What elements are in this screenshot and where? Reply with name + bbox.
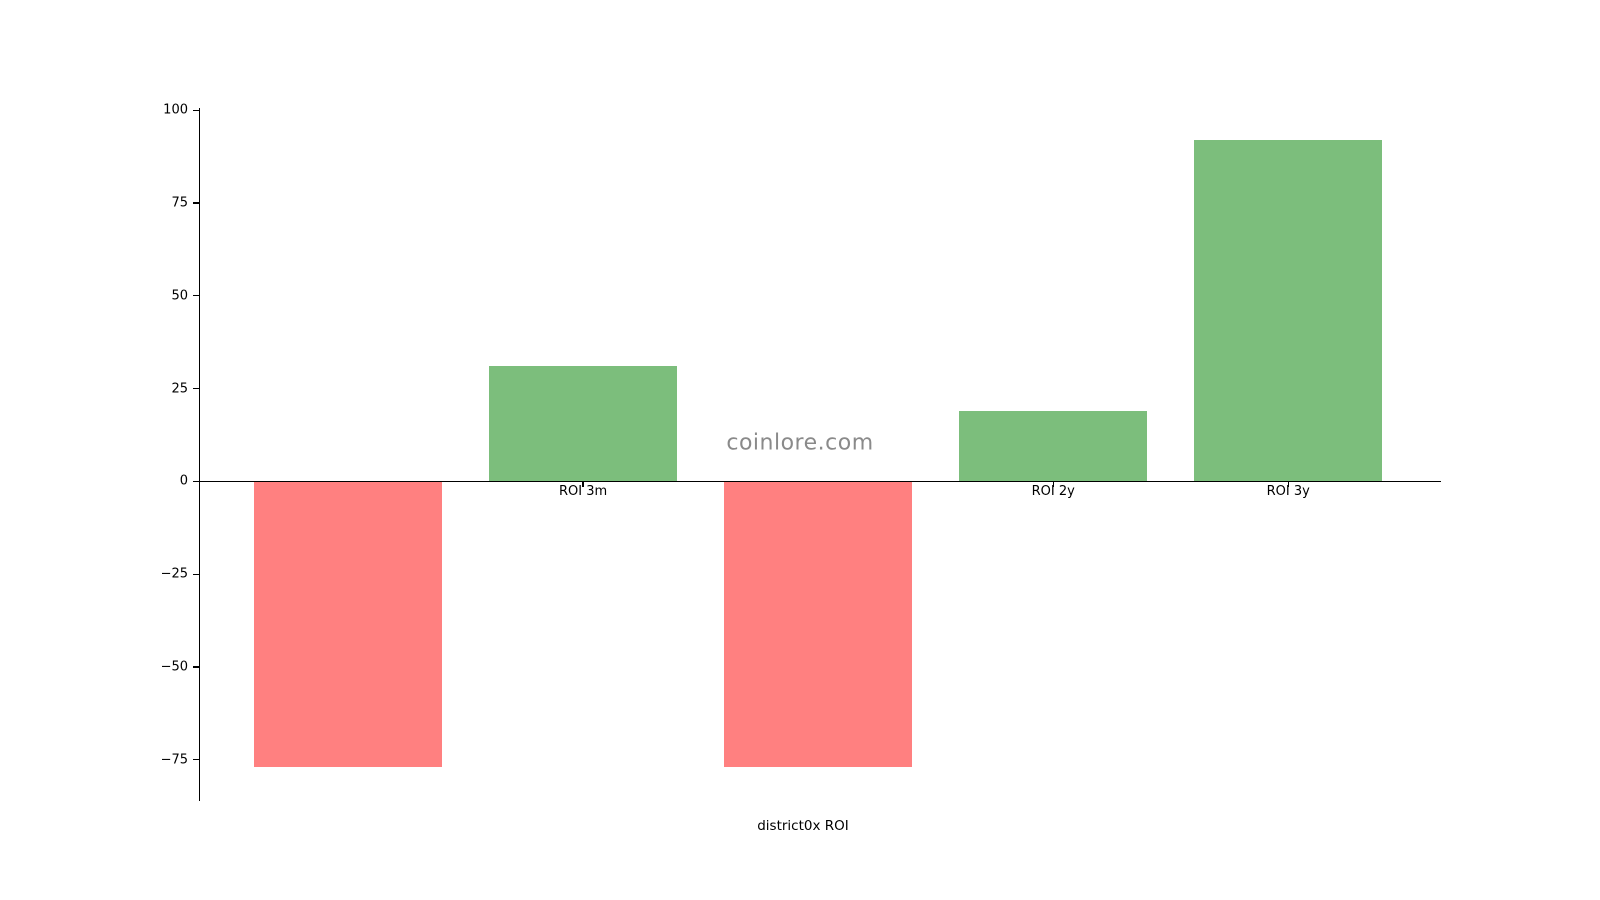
bar-roi-3y [1194, 139, 1383, 482]
y-tick-label: 75 [171, 195, 188, 211]
y-tick-mark [193, 295, 200, 297]
x-axis-title: district0x ROI [757, 818, 849, 834]
x-axis-zero-line [200, 480, 1441, 483]
y-tick-label: 25 [171, 381, 188, 397]
y-tick-label: 100 [163, 102, 188, 118]
x-tick-label: ROI 3y [1266, 483, 1310, 499]
bar-roi-2y [959, 410, 1148, 482]
y-tick-mark [193, 759, 200, 761]
bar-col-0 [254, 481, 443, 768]
x-tick-mark [1052, 481, 1054, 488]
bar-col-2 [724, 481, 913, 768]
plot-area: coinlore.com 100 75 50 25 0 −25 −50 −75 ROI 3m RO… [161, 103, 1441, 801]
x-tick-mark [582, 481, 584, 488]
bar-roi-3m [489, 366, 678, 482]
watermark: coinlore.com [726, 430, 874, 456]
y-tick-label: −25 [160, 566, 188, 582]
y-tick-mark [193, 480, 200, 483]
y-tick-label: 50 [171, 288, 188, 304]
y-tick-label: 0 [179, 473, 188, 489]
y-tick-mark [193, 666, 200, 668]
x-tick-mark [1287, 481, 1289, 488]
y-tick-label: −50 [160, 659, 188, 675]
y-tick-label: −75 [160, 752, 188, 768]
y-tick-mark [193, 573, 200, 575]
x-tick-label: ROI 2y [1031, 483, 1075, 499]
y-tick-mark [193, 387, 200, 390]
x-tick-label: ROI 3m [559, 483, 608, 499]
y-axis-line [199, 108, 201, 801]
y-tick-mark [193, 202, 200, 204]
y-tick-mark [193, 109, 200, 111]
